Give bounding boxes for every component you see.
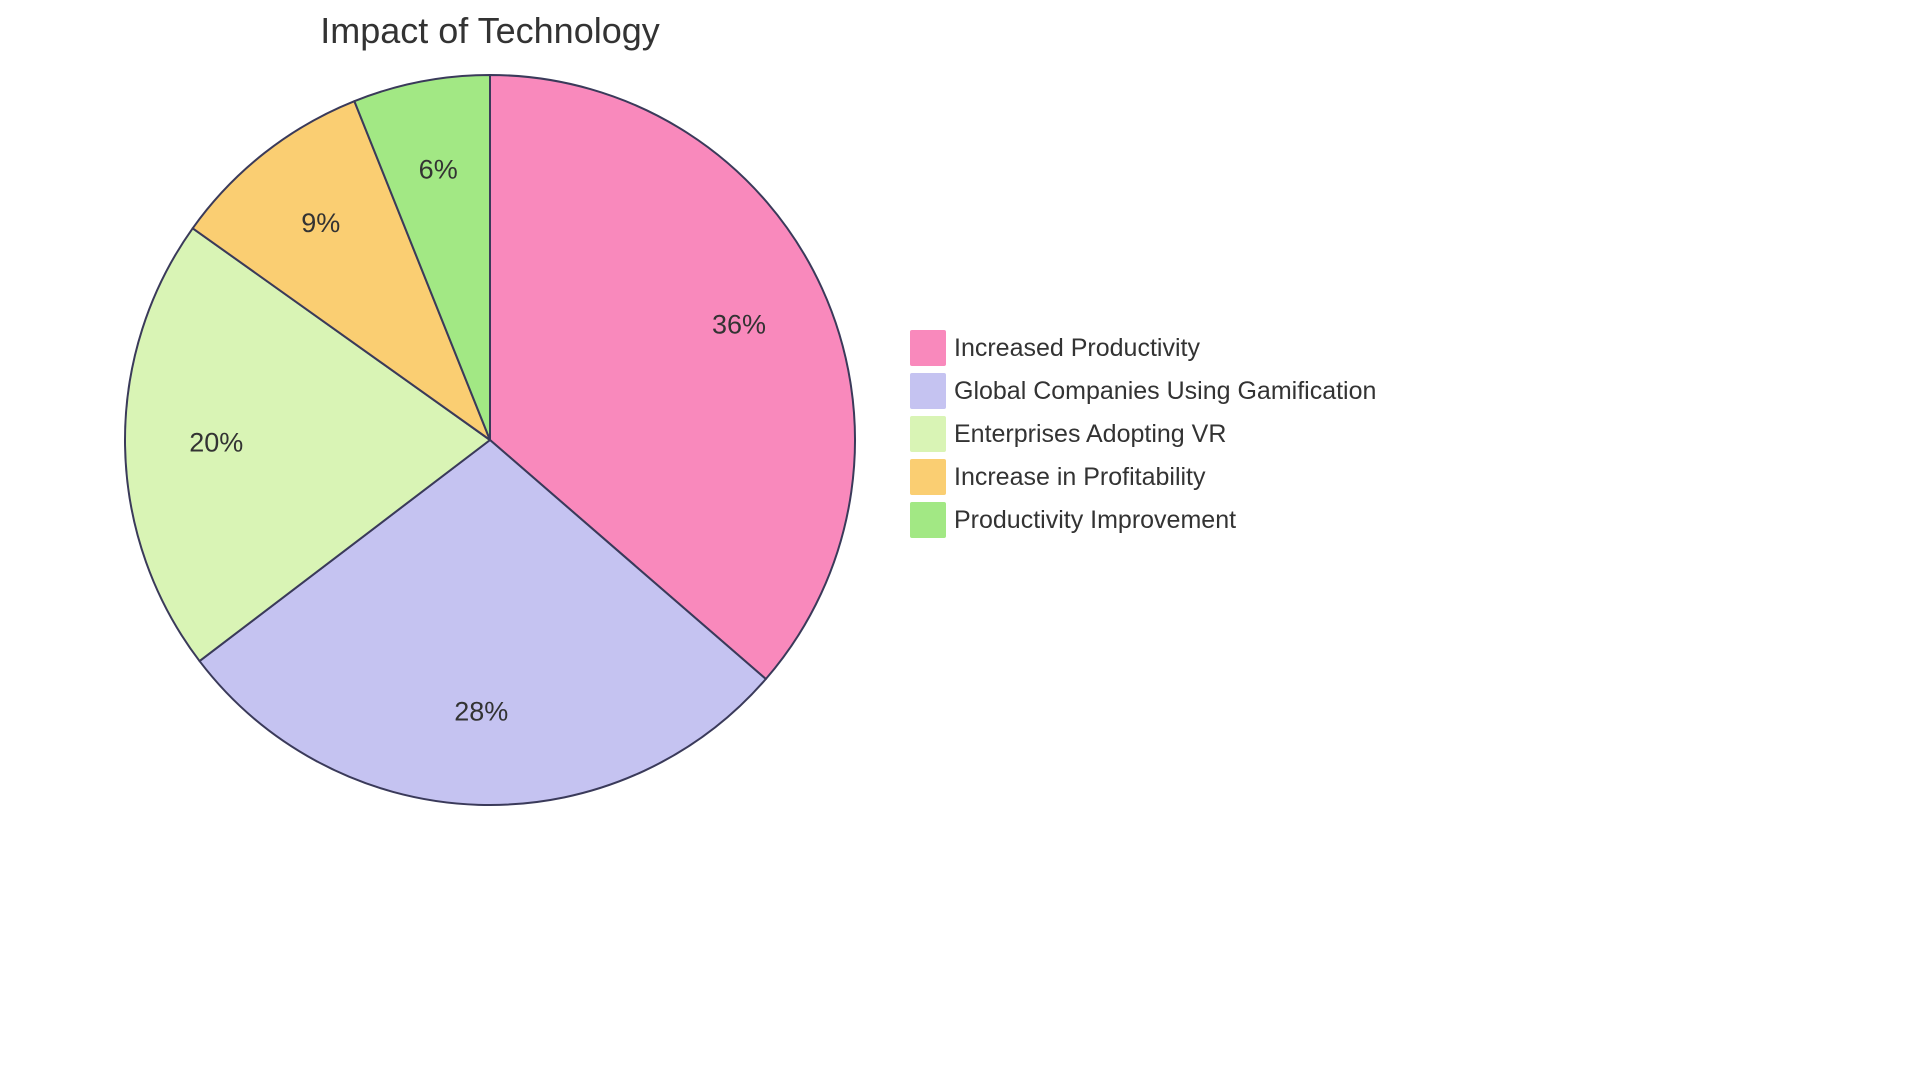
legend-item-0[interactable]: Increased Productivity: [910, 330, 1376, 366]
legend-item-4[interactable]: Productivity Improvement: [910, 502, 1376, 538]
pie-slice-label-1: 28%: [454, 697, 508, 727]
chart-title: Impact of Technology: [320, 10, 660, 51]
legend-label-2: Enterprises Adopting VR: [954, 419, 1227, 448]
legend-item-1[interactable]: Global Companies Using Gamification: [910, 373, 1376, 409]
pie-slice-4[interactable]: [353, 74, 491, 441]
legend-label-4: Productivity Improvement: [954, 505, 1237, 534]
legend-swatch-3: [910, 459, 946, 495]
pie-slice-2[interactable]: [124, 227, 491, 663]
pie-chart-svg: 36% 28% 20% 9% 6%: [124, 74, 856, 806]
pie-slice-label-0: 36%: [712, 309, 766, 339]
pie-slice-label-4: 6%: [419, 154, 458, 184]
pie-slice-0[interactable]: [489, 74, 856, 681]
legend-label-1: Global Companies Using Gamification: [954, 376, 1377, 405]
legend-swatch-2: [910, 416, 946, 452]
pie-slice-3[interactable]: [191, 100, 491, 441]
pie-slice-1[interactable]: [198, 439, 767, 806]
legend-swatch-0: [910, 330, 946, 366]
pie-slice-label-2: 20%: [189, 427, 243, 457]
legend-label-0: Increased Productivity: [954, 333, 1200, 362]
legend-item-2[interactable]: Enterprises Adopting VR: [910, 416, 1376, 452]
pie-slice-label-3: 9%: [301, 208, 340, 238]
legend-swatch-1: [910, 373, 946, 409]
legend: Increased Productivity Global Companies U…: [910, 330, 1376, 538]
legend-label-3: Increase in Profitability: [954, 462, 1206, 491]
legend-item-3[interactable]: Increase in Profitability: [910, 459, 1376, 495]
legend-swatch-4: [910, 502, 946, 538]
